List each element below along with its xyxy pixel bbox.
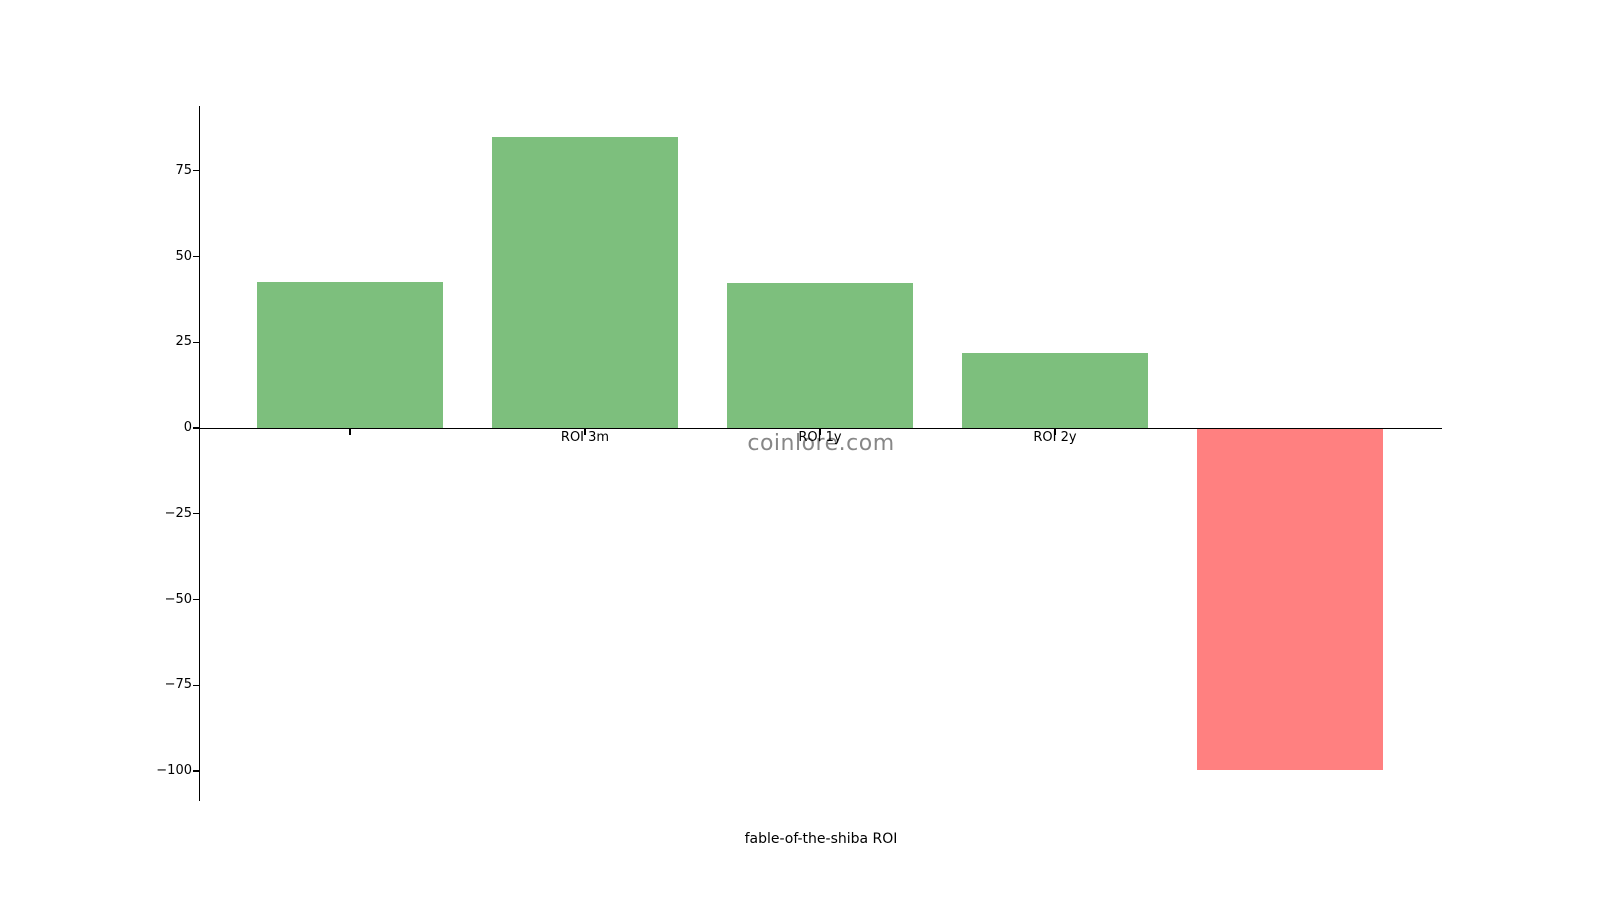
y-tick-50 — [192, 255, 199, 258]
y-tick-label-25: 25 — [175, 334, 192, 350]
y-tick-−100 — [192, 770, 199, 772]
y-tick-25 — [192, 341, 199, 343]
bar-roi-1y — [727, 282, 913, 428]
x-tick-label-roi-3m: ROI 3m — [560, 430, 610, 445]
y-axis-spine — [198, 106, 200, 801]
x-tick-label-roi-1y: ROI 1y — [798, 430, 842, 445]
bar-bar-4 — [1197, 429, 1383, 771]
bar-roi-3m — [492, 137, 678, 428]
x-tick-label-roi-2y: ROI 2y — [1033, 430, 1077, 445]
x-tick-roi-1y — [819, 429, 821, 435]
y-tick-label-−75: −75 — [164, 677, 192, 693]
x-axis-line — [200, 428, 1442, 430]
y-tick-label-−50: −50 — [164, 591, 192, 607]
y-tick-label-50: 50 — [175, 248, 192, 264]
y-tick-label-0: 0 — [183, 420, 192, 435]
y-tick-−50 — [192, 598, 199, 601]
chart-title: fable-of-the-shiba ROI — [744, 831, 898, 847]
x-tick-roi-2y — [1054, 429, 1056, 435]
y-tick-0 — [192, 427, 199, 429]
bar-roi-2y — [962, 352, 1148, 428]
bar-bar-0 — [257, 282, 443, 428]
y-tick-label-75: 75 — [175, 162, 192, 178]
coinlore-watermark: coinlore.com — [747, 431, 895, 456]
x-tick-0 — [349, 429, 351, 435]
y-tick-label-−25: −25 — [164, 505, 192, 521]
y-tick-−25 — [192, 513, 199, 515]
x-tick-roi-3m — [584, 429, 586, 435]
y-tick-label-−100: −100 — [156, 763, 192, 778]
y-tick-75 — [192, 170, 199, 172]
y-tick-−75 — [192, 684, 199, 686]
